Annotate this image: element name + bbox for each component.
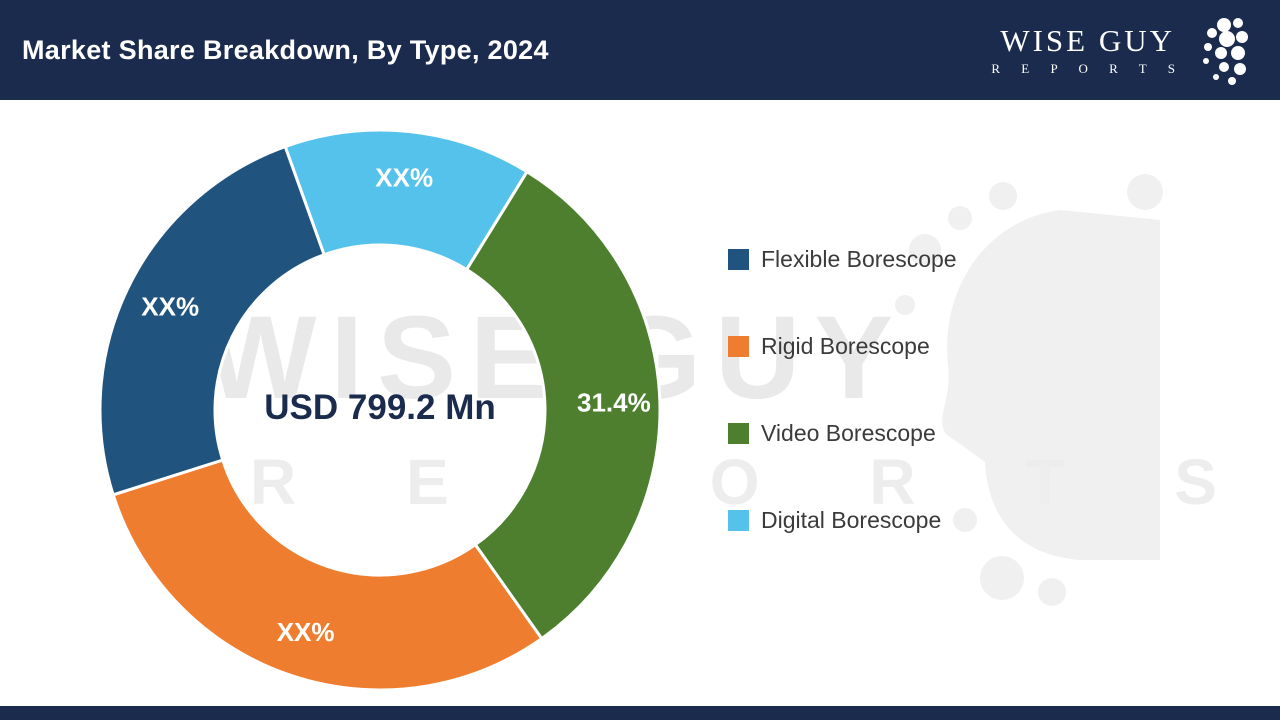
legend-label: Flexible Borescope: [761, 246, 957, 272]
segment-label-flexible-borescope: XX%: [141, 291, 199, 321]
brand-logo: WISE GUY R E P O R T S: [991, 13, 1252, 87]
brand-name: WISE GUY: [1000, 23, 1176, 58]
legend-label: Digital Borescope: [761, 507, 942, 533]
legend-swatch: [728, 423, 749, 444]
chart-area: WISE GUY R E P O R T S XX% 31.4% XX% XX% US…: [0, 100, 1280, 706]
donut-segment-flexible-borescope[interactable]: [98, 144, 327, 497]
donut-segment-rigid-borescope[interactable]: [111, 458, 544, 692]
brand-head-icon: [1203, 18, 1248, 85]
segment-label-digital-borescope: XX%: [375, 162, 433, 192]
chart-legend: Flexible Borescope Rigid Borescope Video B…: [728, 246, 957, 534]
donut-segment-video-borescope[interactable]: [464, 169, 662, 641]
donut-chart: XX% 31.4% XX% XX%: [98, 128, 662, 692]
donut-segment-digital-borescope[interactable]: [283, 128, 530, 272]
legend-label: Video Borescope: [761, 420, 936, 446]
header-bar: Market Share Breakdown, By Type, 2024 WI…: [0, 0, 1280, 100]
legend-swatch: [728, 510, 749, 531]
legend-item-flexible-borescope[interactable]: Flexible Borescope: [728, 246, 957, 273]
legend-swatch: [728, 249, 749, 270]
legend-label: Rigid Borescope: [761, 333, 930, 359]
brand-subtitle: R E P O R T S: [991, 61, 1184, 76]
segment-label-rigid-borescope: XX%: [277, 617, 335, 647]
legend-item-rigid-borescope[interactable]: Rigid Borescope: [728, 333, 957, 360]
page-title: Market Share Breakdown, By Type, 2024: [22, 34, 549, 65]
legend-item-video-borescope[interactable]: Video Borescope: [728, 420, 957, 447]
footer-bar: [0, 706, 1280, 720]
brand-logo-text: WISE GUY R E P O R T S: [991, 23, 1184, 77]
segment-label-video-borescope: 31.4%: [577, 388, 651, 418]
legend-swatch: [728, 336, 749, 357]
legend-item-digital-borescope[interactable]: Digital Borescope: [728, 507, 957, 534]
